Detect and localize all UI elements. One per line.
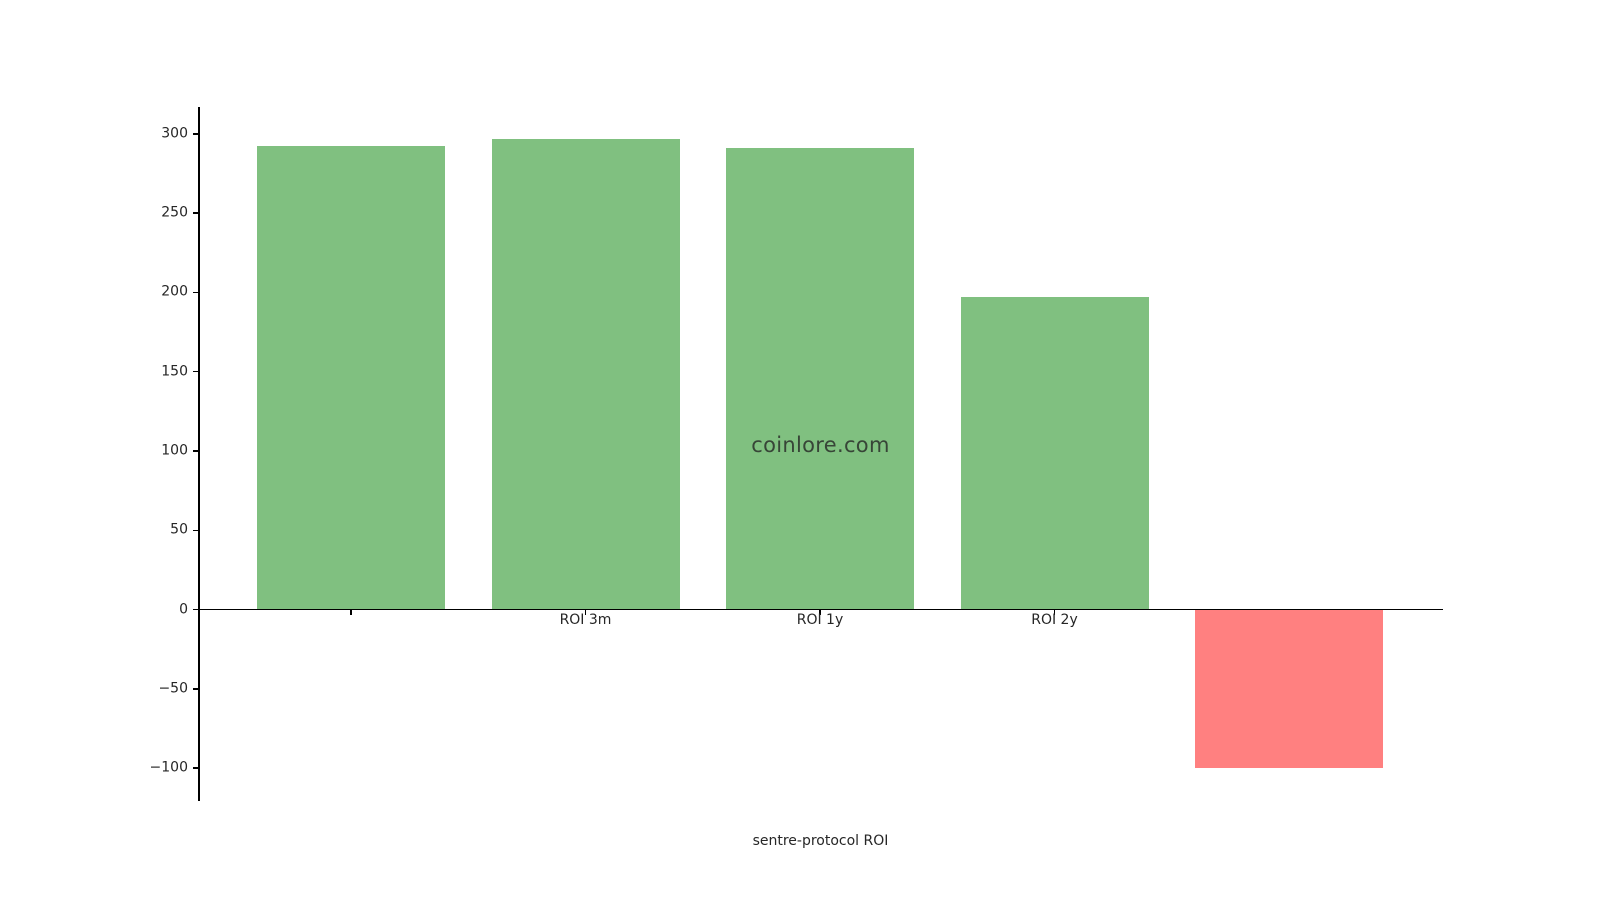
x-tick-mark bbox=[1053, 609, 1056, 616]
y-tick-label: 200 bbox=[161, 284, 188, 301]
y-tick-mark bbox=[192, 291, 199, 294]
x-tick-mark bbox=[584, 609, 587, 616]
y-tick-label: 250 bbox=[161, 204, 188, 221]
y-tick-mark bbox=[192, 529, 199, 532]
y-tick-label: −100 bbox=[149, 759, 188, 776]
x-tick-mark bbox=[350, 609, 352, 616]
y-axis-line bbox=[198, 107, 200, 801]
x-tick-label: ROI 2y bbox=[1031, 611, 1078, 628]
y-tick-mark bbox=[192, 370, 199, 373]
y-tick-label: 150 bbox=[161, 363, 188, 380]
x-tick-label: ROI 1y bbox=[796, 611, 844, 628]
y-tick-mark bbox=[192, 608, 199, 611]
bar-roi-3m bbox=[491, 138, 680, 610]
y-tick-mark bbox=[192, 212, 199, 214]
y-tick-label: −50 bbox=[158, 680, 188, 697]
x-axis-line bbox=[198, 608, 1443, 611]
bar-roi-2y bbox=[960, 297, 1149, 610]
y-tick-mark bbox=[192, 133, 199, 135]
watermark-text: coinlore.com bbox=[751, 433, 890, 457]
chart-title: sentre-protocol ROI bbox=[752, 833, 889, 849]
y-tick-mark bbox=[192, 688, 199, 690]
bar-unlabeled-0 bbox=[257, 146, 445, 610]
y-tick-label: 100 bbox=[161, 442, 188, 459]
y-tick-label: 300 bbox=[161, 125, 188, 142]
y-tick-label: 0 bbox=[179, 601, 188, 618]
y-tick-mark bbox=[192, 767, 199, 769]
y-tick-label: 50 bbox=[170, 521, 188, 538]
bar-unlabeled-4 bbox=[1195, 609, 1383, 769]
x-tick-mark bbox=[819, 609, 821, 616]
x-tick-label: ROI 3m bbox=[559, 611, 612, 628]
y-tick-mark bbox=[192, 450, 199, 452]
bar-roi-1y bbox=[726, 148, 914, 610]
